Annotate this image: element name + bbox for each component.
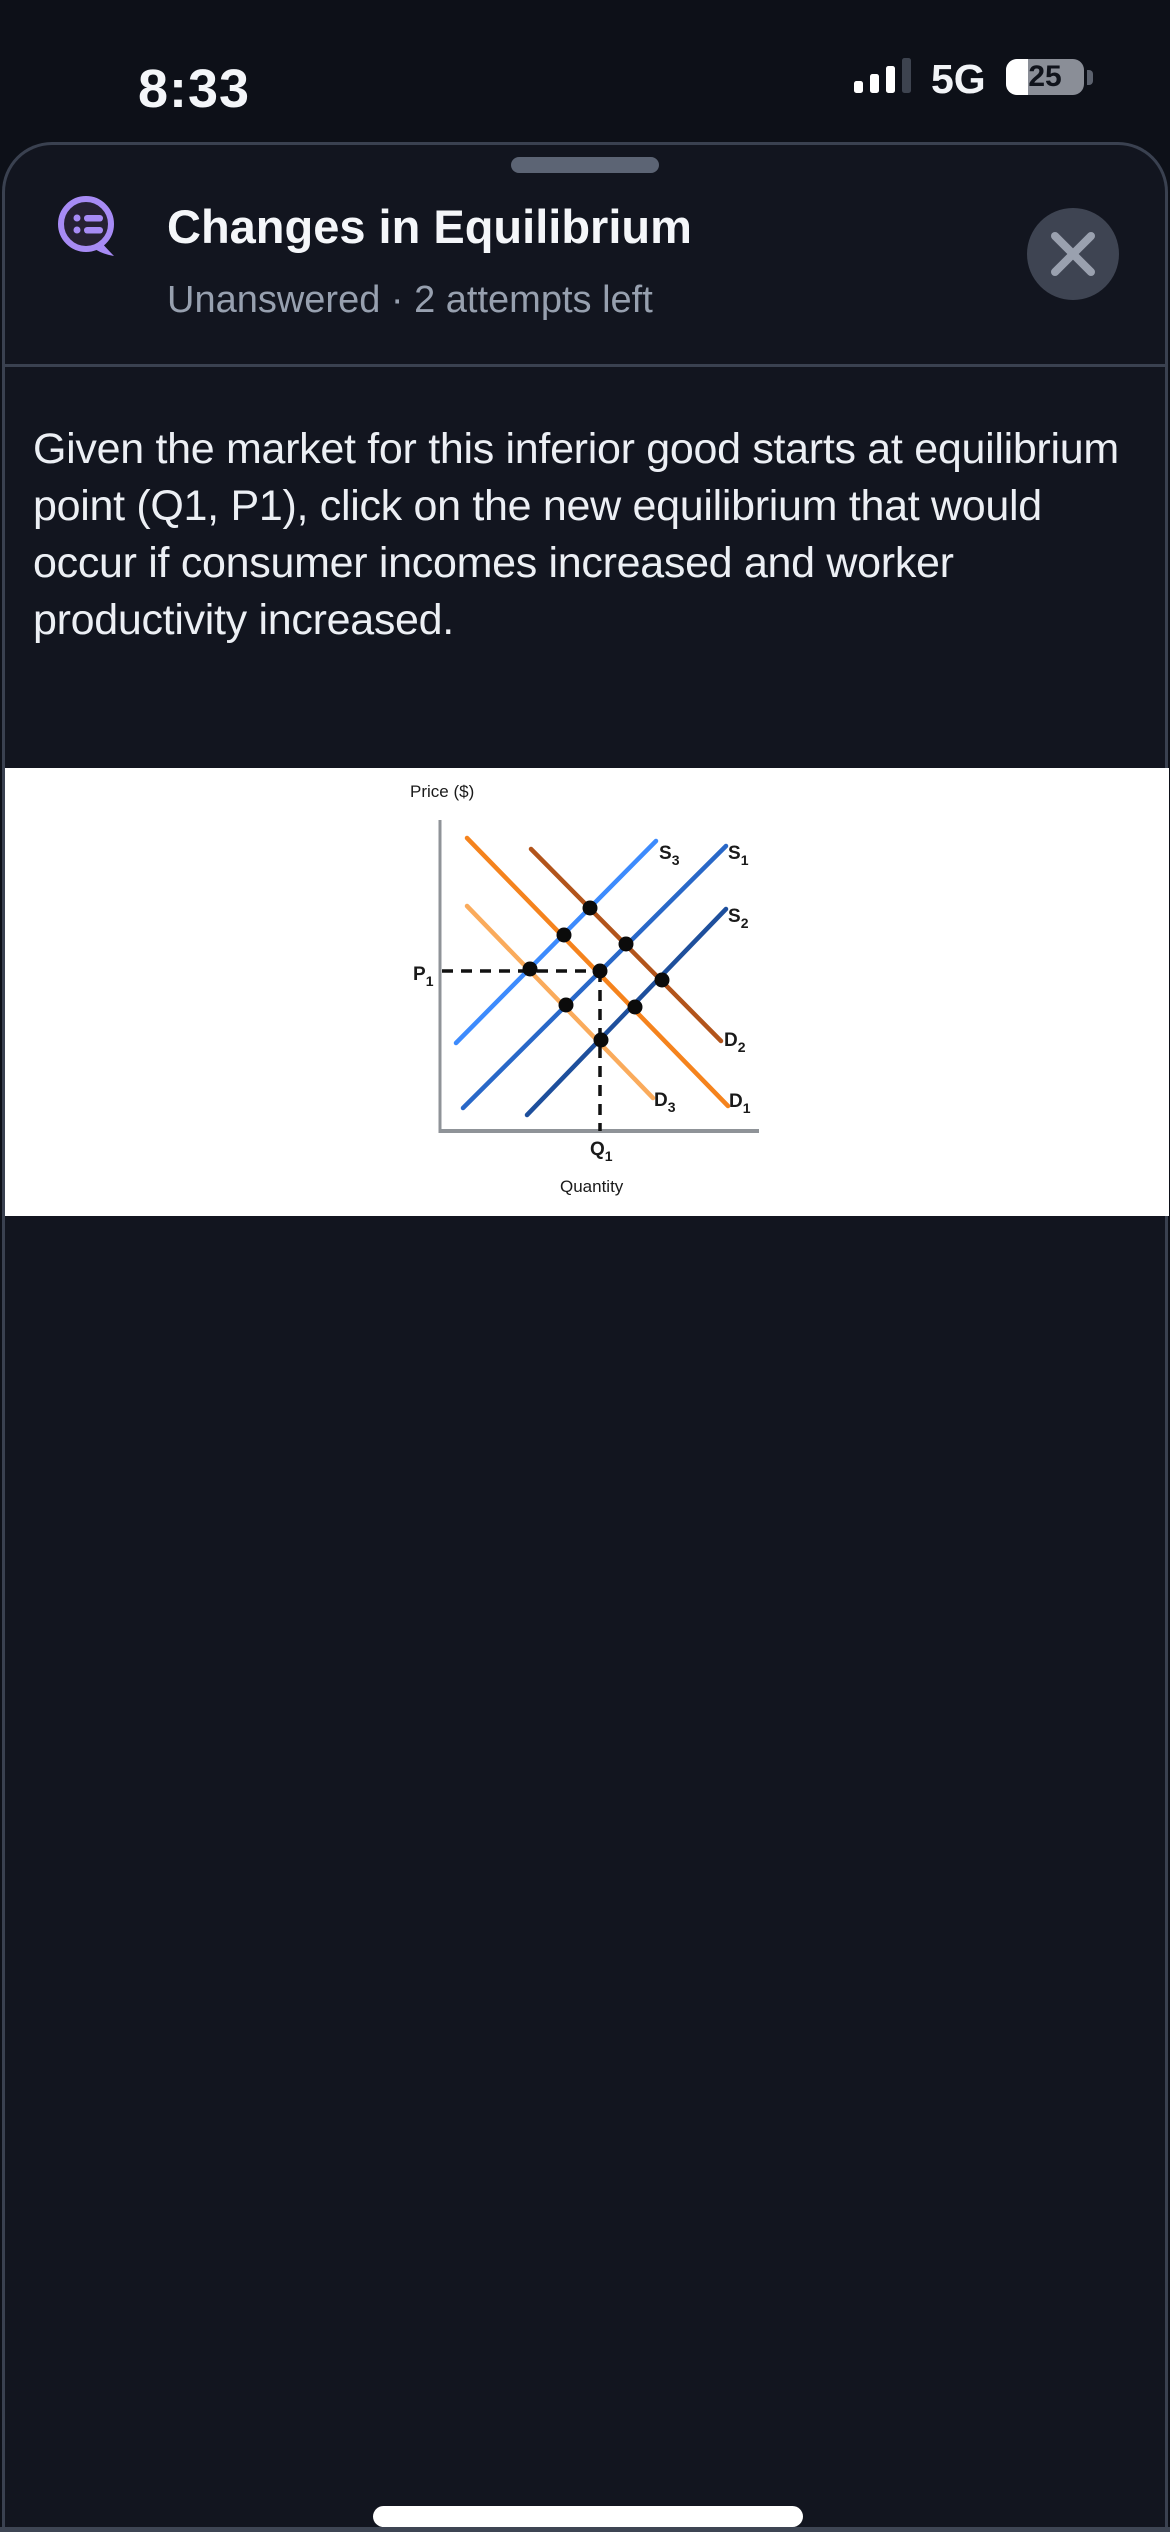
battery-nub (1087, 70, 1093, 85)
close-icon (1051, 232, 1095, 276)
chart-label-p1: P1 (413, 964, 434, 989)
battery-percent: 25 (1028, 60, 1062, 93)
sheet-drag-handle[interactable] (511, 157, 659, 173)
point-s2-d2[interactable] (654, 972, 670, 988)
supply-demand-chart[interactable]: Price ($) Quantity P1 Q1 S3 S1 S2 D2 D3 D1 (5, 768, 1169, 1216)
attempts-status: Unanswered · 2 attempts left (167, 279, 653, 321)
curve-S1 (460, 843, 729, 1111)
point-s2-d3[interactable] (593, 1032, 609, 1048)
chart-label-s3: S3 (659, 843, 680, 868)
point-s3-d3[interactable] (522, 961, 538, 977)
chart-panel: Price ($) Quantity P1 Q1 S3 S1 S2 D2 D3 D1 (5, 768, 1169, 1216)
chart-label-s2: S2 (728, 906, 749, 931)
chart-label-q1: Q1 (590, 1139, 613, 1164)
chart-label-price: Price ($) (410, 782, 474, 801)
chart-label-d2: D2 (724, 1030, 746, 1055)
header-divider (2, 364, 1168, 367)
battery-fill (1006, 59, 1028, 95)
chat-list-icon (53, 193, 123, 268)
chart-label-d1: D1 (729, 1091, 751, 1116)
battery-icon: 25 (1006, 59, 1084, 95)
curve-S2 (524, 906, 729, 1118)
status-time: 8:33 (138, 59, 251, 119)
point-s2-d1[interactable] (627, 999, 643, 1015)
point-s1-d1-equilibrium[interactable] (592, 963, 608, 979)
point-s1-d2[interactable] (618, 936, 634, 952)
screen-bottom-edge (0, 2527, 1170, 2532)
chart-label-quantity: Quantity (560, 1177, 624, 1196)
question-bottom-sheet: Changes in Equilibrium Unanswered · 2 at… (2, 142, 1169, 2532)
home-indicator[interactable] (373, 2506, 803, 2527)
point-s1-d3[interactable] (558, 997, 574, 1013)
chart-label-d3: D3 (654, 1090, 676, 1115)
chart-label-s1: S1 (728, 843, 749, 868)
curve-S3 (453, 838, 659, 1046)
question-text: Given the market for this inferior good … (33, 425, 1119, 644)
close-button[interactable] (1027, 208, 1119, 300)
point-s3-d1[interactable] (556, 927, 572, 943)
sheet-title: Changes in Equilibrium (167, 200, 692, 253)
network-type-label: 5G (931, 56, 986, 102)
cellular-signal-icon (854, 57, 914, 100)
point-s3-d2[interactable] (582, 900, 598, 916)
